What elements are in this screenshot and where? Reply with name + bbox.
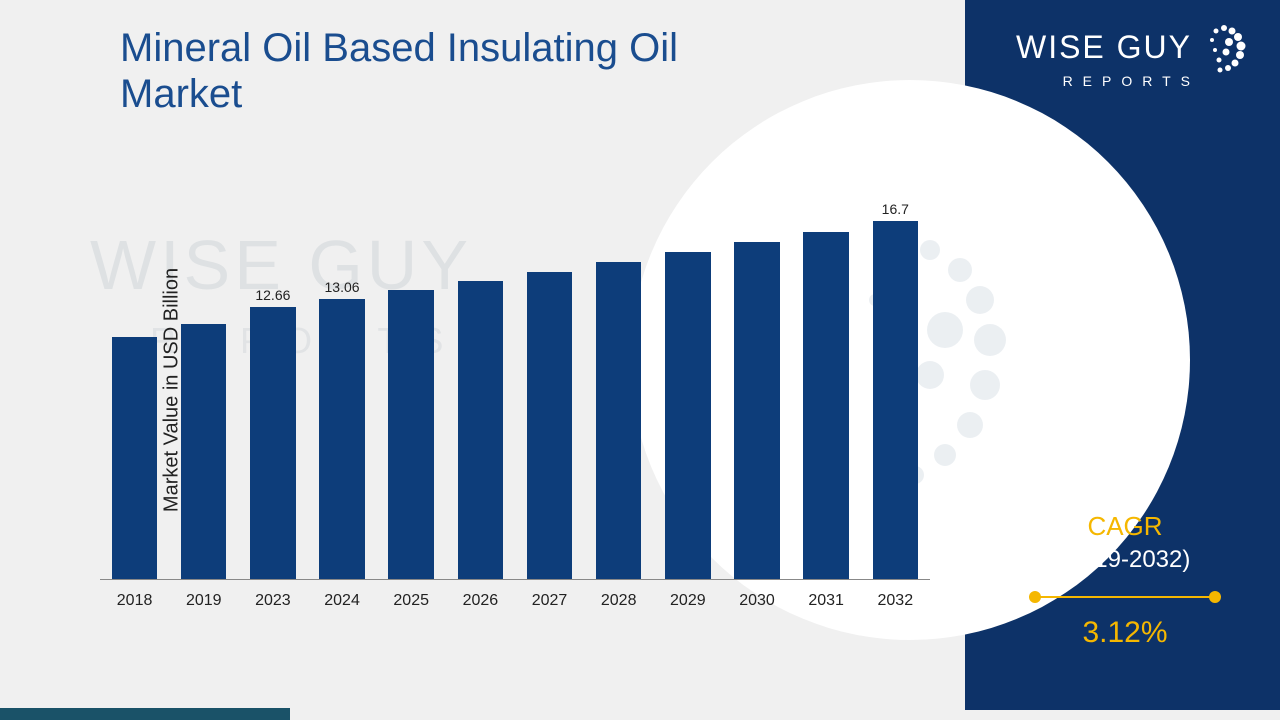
chart-title: Mineral Oil Based Insulating Oil Market [120, 25, 740, 117]
bar-column [169, 150, 238, 579]
bar-value-label: 16.7 [882, 201, 909, 217]
bar-value-label: 12.66 [255, 287, 290, 303]
x-tick-label: 2032 [861, 592, 930, 610]
chart-bar [388, 290, 433, 579]
bar-column: 12.66 [238, 150, 307, 579]
chart-bar: 12.66 [250, 307, 295, 579]
bar-column [515, 150, 584, 579]
bar-column [653, 150, 722, 579]
head-dots-icon [1202, 20, 1250, 75]
x-tick-label: 2019 [169, 592, 238, 610]
chart-bar [181, 324, 226, 579]
x-tick-label: 2018 [100, 592, 169, 610]
bar-column [377, 150, 446, 579]
bar-column [723, 150, 792, 579]
cagr-value: 3.12% [1010, 616, 1240, 650]
x-tick-label: 2031 [792, 592, 861, 610]
bar-value-label: 13.06 [325, 279, 360, 295]
bottom-accent-bar [0, 708, 290, 720]
bar-column: 13.06 [308, 150, 377, 579]
brand-logo: WISE GUY REPORTS [1016, 20, 1250, 89]
x-axis-labels: 2018201920232024202520262027202820292030… [100, 592, 930, 610]
x-tick-label: 2029 [653, 592, 722, 610]
cagr-label: CAGR [1010, 511, 1240, 542]
chart-bar [112, 337, 157, 579]
chart-plot-area: 12.66 13.06 16.7 [100, 150, 930, 580]
bar-column [584, 150, 653, 579]
x-tick-label: 2024 [308, 592, 377, 610]
bar-column: 16.7 [861, 150, 930, 579]
logo-main-text: WISE GUY [1016, 29, 1192, 66]
cagr-block: CAGR (2019-2032) 3.12% [1010, 511, 1240, 650]
logo-sub-text: REPORTS [1016, 73, 1200, 89]
x-tick-label: 2025 [377, 592, 446, 610]
chart-bar [596, 262, 641, 579]
cagr-divider-line [1035, 596, 1215, 598]
bar-column [446, 150, 515, 579]
chart-bar [527, 272, 572, 579]
chart-bar [803, 232, 848, 579]
x-tick-label: 2030 [723, 592, 792, 610]
chart-bar [458, 281, 503, 579]
x-tick-label: 2026 [446, 592, 515, 610]
bars-group: 12.66 13.06 16.7 [100, 150, 930, 579]
bar-column [100, 150, 169, 579]
bar-column [792, 150, 861, 579]
chart-container: Market Value in USD Billion 12.6613.0616… [60, 150, 940, 630]
x-tick-label: 2023 [238, 592, 307, 610]
chart-bar [734, 242, 779, 579]
x-tick-label: 2028 [584, 592, 653, 610]
chart-bar: 16.7 [873, 221, 918, 579]
x-tick-label: 2027 [515, 592, 584, 610]
chart-bar: 13.06 [319, 299, 364, 579]
cagr-range: (2019-2032) [1010, 546, 1240, 574]
chart-bar [665, 252, 710, 579]
